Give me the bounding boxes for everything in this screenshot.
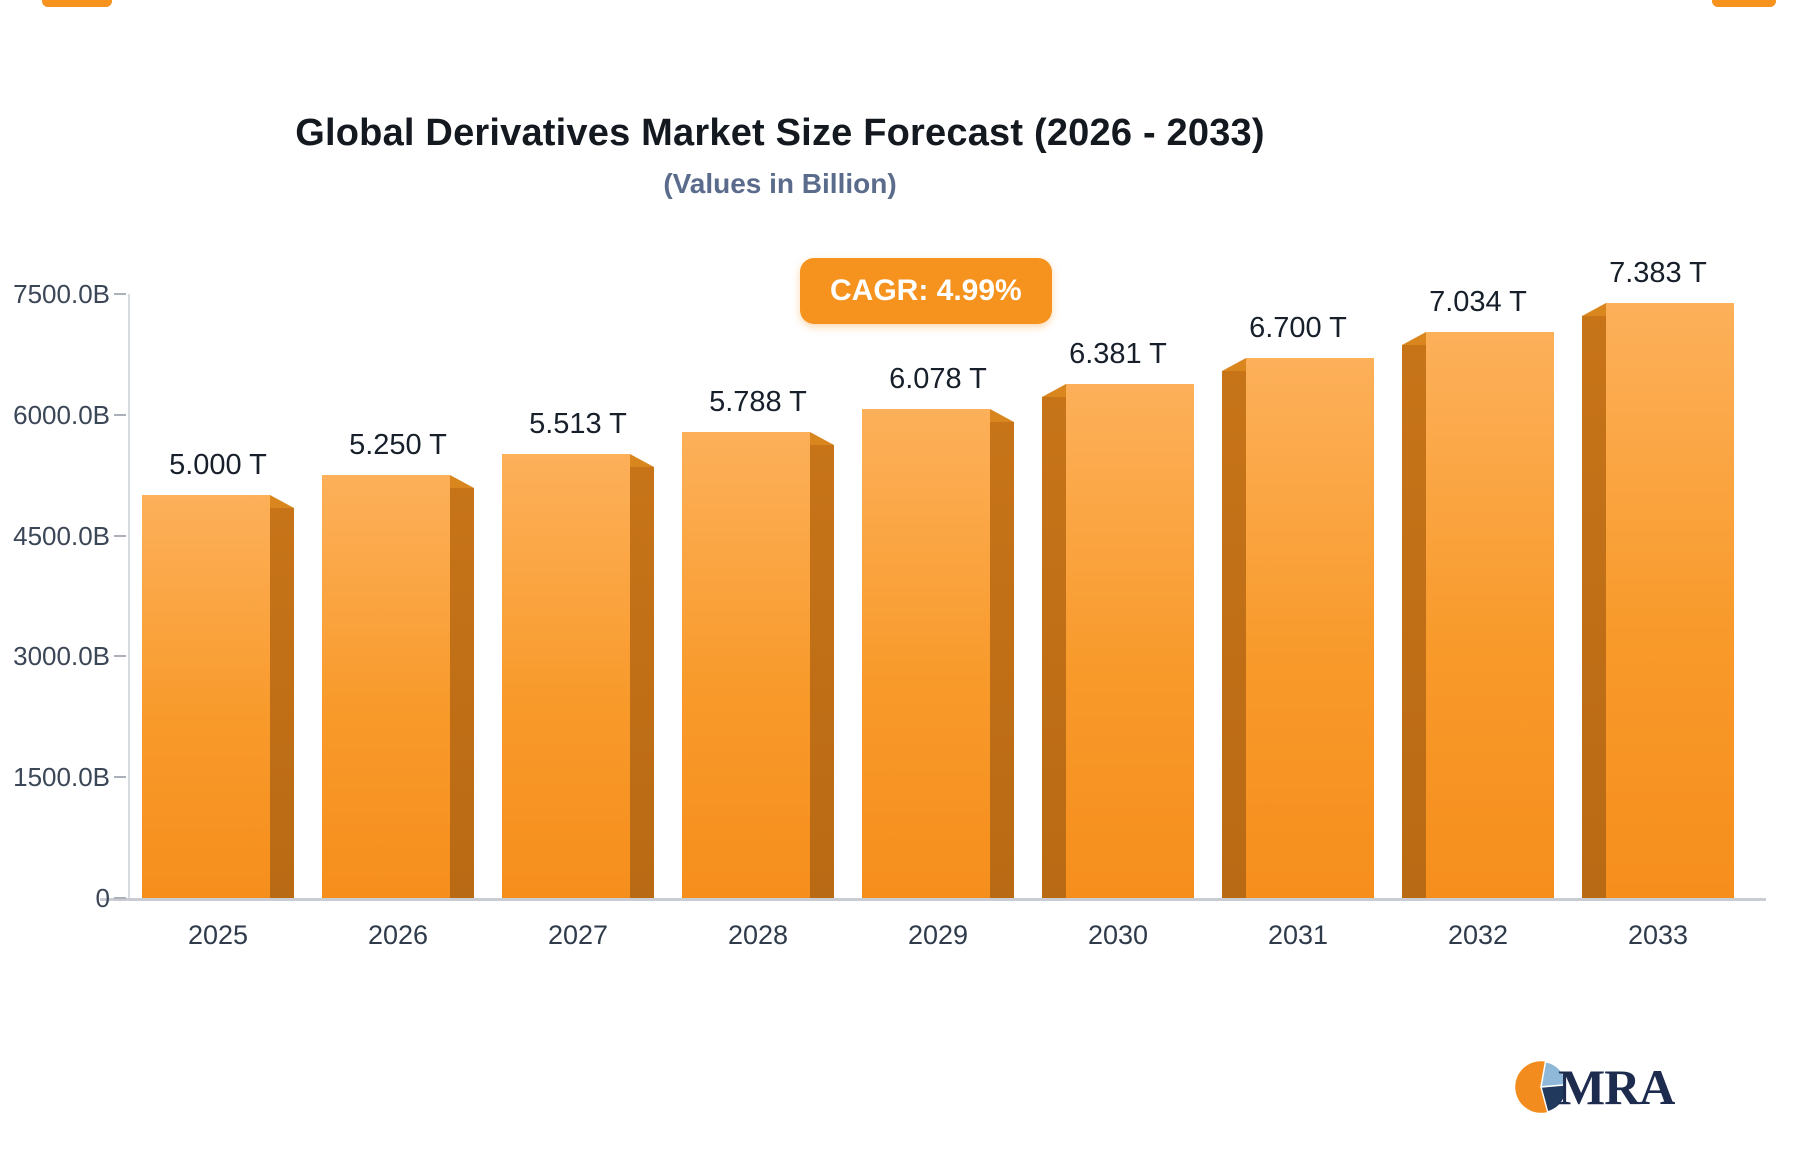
- bar-front-face: [502, 454, 630, 898]
- bar-2033[interactable]: [1582, 303, 1734, 898]
- bar-2028[interactable]: [682, 432, 834, 898]
- bar-top-bevel: [1042, 384, 1066, 397]
- bar-front-face: [862, 409, 990, 898]
- y-axis-tick-label: 7500.0B: [13, 279, 110, 309]
- bar-top-bevel: [270, 495, 294, 508]
- bar-side-face: [1042, 397, 1066, 898]
- bar-front-face: [142, 495, 270, 898]
- x-axis-tick-label: 2030: [1087, 920, 1149, 950]
- bar-top-bevel: [630, 454, 654, 467]
- bar-2026[interactable]: [322, 475, 474, 898]
- x-axis-tick-label: 2032: [1447, 920, 1509, 950]
- x-axis-line: [100, 898, 1766, 901]
- bar-front-face: [1066, 384, 1194, 898]
- bar-top-bevel: [810, 432, 834, 445]
- y-axis-tick-mark: [114, 293, 126, 295]
- cagr-badge: CAGR: 4.99%: [800, 258, 1052, 324]
- bar-side-face: [1222, 371, 1246, 898]
- bar-side-face: [630, 467, 654, 898]
- bar-front-face: [1246, 358, 1374, 898]
- bar-2025[interactable]: [142, 495, 294, 898]
- bar-value-label: 6.381 T: [1069, 338, 1167, 370]
- x-axis-tick-label: 2027: [547, 920, 609, 950]
- bar-top-bevel: [990, 409, 1014, 422]
- bar-value-label: 5.788 T: [709, 386, 807, 418]
- bar-value-label: 7.383 T: [1609, 257, 1707, 289]
- bar-front-face: [682, 432, 810, 898]
- bar-side-face: [450, 488, 474, 898]
- y-axis-tick-mark: [114, 413, 126, 416]
- y-axis-tick-label: 0: [95, 883, 110, 913]
- y-axis-tick-mark: [114, 655, 126, 658]
- x-axis-tick-label: 2025: [187, 920, 249, 950]
- bar-value-label: 5.513 T: [529, 408, 627, 440]
- bar-side-face: [810, 445, 834, 898]
- y-axis-tick-mark: [114, 776, 126, 779]
- bar-value-label: 7.034 T: [1429, 286, 1527, 318]
- pie-chart-icon: [1515, 1060, 1568, 1113]
- bar-front-face: [1606, 303, 1734, 898]
- plot-area: 7500.0B 6000.0B 4500.0B 3000.0B 1500.0B 0 5.00…: [13, 257, 1770, 950]
- bar-top-bevel: [1222, 358, 1246, 371]
- corner-accent-left: [42, 0, 112, 7]
- bar-2032[interactable]: [1402, 332, 1554, 898]
- bar-value-label: 5.000 T: [169, 449, 267, 481]
- bar-front-face: [1426, 332, 1554, 898]
- y-axis-tick-label: 1500.0B: [13, 762, 110, 793]
- bar-side-face: [270, 508, 294, 898]
- bar-value-label: 6.700 T: [1249, 312, 1347, 344]
- bar-2029[interactable]: [862, 409, 1014, 898]
- cagr-badge-label: CAGR: 4.99%: [830, 274, 1022, 307]
- bar-top-bevel: [1582, 303, 1606, 316]
- logo-text: MRA: [1558, 1059, 1675, 1115]
- bar-2031[interactable]: [1222, 358, 1374, 898]
- y-axis-tick-label: 3000.0B: [13, 641, 110, 672]
- corner-accent-right: [1712, 0, 1776, 7]
- bar-value-label: 6.078 T: [889, 363, 987, 395]
- y-axis-tick-mark: [114, 897, 126, 899]
- bar-2030[interactable]: [1042, 384, 1194, 898]
- x-axis-tick-label: 2031: [1267, 920, 1329, 950]
- bar-value-label: 5.250 T: [349, 429, 447, 461]
- bar-top-bevel: [1402, 332, 1426, 345]
- y-axis-line: [128, 294, 130, 898]
- x-axis-tick-label: 2028: [727, 920, 789, 950]
- chart-subtitle: (Values in Billion): [663, 168, 897, 199]
- bar-side-face: [1582, 316, 1606, 898]
- bar-side-face: [1402, 345, 1426, 898]
- x-axis-tick-label: 2029: [907, 920, 969, 950]
- y-axis-tick-mark: [114, 534, 126, 537]
- bar-side-face: [990, 422, 1014, 898]
- bar-front-face: [322, 475, 450, 898]
- y-axis-tick-label: 4500.0B: [13, 520, 110, 551]
- chart-title: Global Derivatives Market Size Forecast …: [295, 112, 1265, 154]
- bar-top-bevel: [450, 475, 474, 488]
- x-axis-tick-label: 2033: [1627, 920, 1689, 950]
- bar-2027[interactable]: [502, 454, 654, 898]
- logo: MRA: [1512, 1058, 1675, 1116]
- x-axis-tick-label: 2026: [367, 920, 429, 950]
- y-axis-tick-label: 6000.0B: [13, 399, 110, 430]
